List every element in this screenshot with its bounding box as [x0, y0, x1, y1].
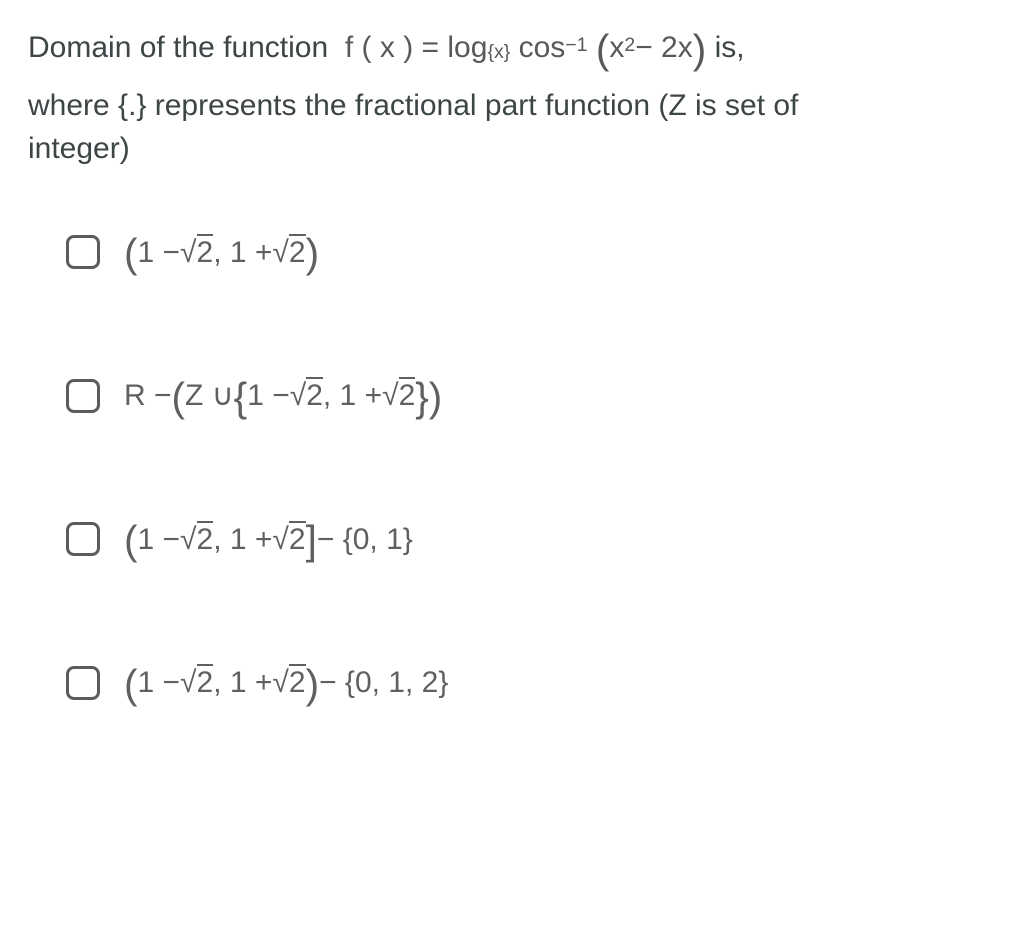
question-text: Domain of the function f ( x ) = log {x}…: [28, 26, 996, 171]
option-3[interactable]: (1 − √2, 1 + √2] − {0, 1}: [28, 518, 996, 562]
option-3-checkbox[interactable]: [66, 522, 100, 556]
question-prefix: Domain of the function: [28, 26, 328, 70]
option-1-checkbox[interactable]: [66, 235, 100, 269]
cos-word: cos: [519, 26, 566, 70]
option-1[interactable]: (1 − √2, 1 + √2): [28, 231, 996, 275]
option-4[interactable]: (1 − √2, 1 + √2) − {0, 1, 2}: [28, 661, 996, 705]
cos-superscript: −1: [565, 31, 587, 59]
question-line-3: integer): [28, 127, 996, 171]
option-4-text: (1 − √2, 1 + √2) − {0, 1, 2}: [124, 661, 448, 705]
cos-arg-x-sq: 2: [624, 31, 635, 59]
cos-arg-mid: − 2x: [635, 26, 693, 70]
option-1-text: (1 − √2, 1 + √2): [124, 231, 319, 275]
cos-arg-open: (: [596, 33, 610, 65]
question-suffix: is,: [715, 26, 745, 70]
log-subscript: {x}: [487, 38, 510, 66]
question-line-1: Domain of the function f ( x ) = log {x}…: [28, 26, 996, 70]
option-2-text: R − (Z ∪ {1 − √2, 1 + √2}): [124, 374, 442, 418]
cos-arg-x: x: [609, 26, 624, 70]
log-word: log: [447, 26, 487, 70]
question-line-2: where {.} represents the fractional part…: [28, 84, 996, 128]
option-4-checkbox[interactable]: [66, 666, 100, 700]
option-2-checkbox[interactable]: [66, 379, 100, 413]
fx: f ( x ) =: [345, 26, 439, 70]
option-2[interactable]: R − (Z ∪ {1 − √2, 1 + √2}): [28, 374, 996, 418]
option-3-text: (1 − √2, 1 + √2] − {0, 1}: [124, 518, 413, 562]
cos-arg-close: ): [693, 33, 707, 65]
options-list: (1 − √2, 1 + √2) R − (Z ∪ {1 − √2, 1 + √…: [28, 231, 996, 705]
